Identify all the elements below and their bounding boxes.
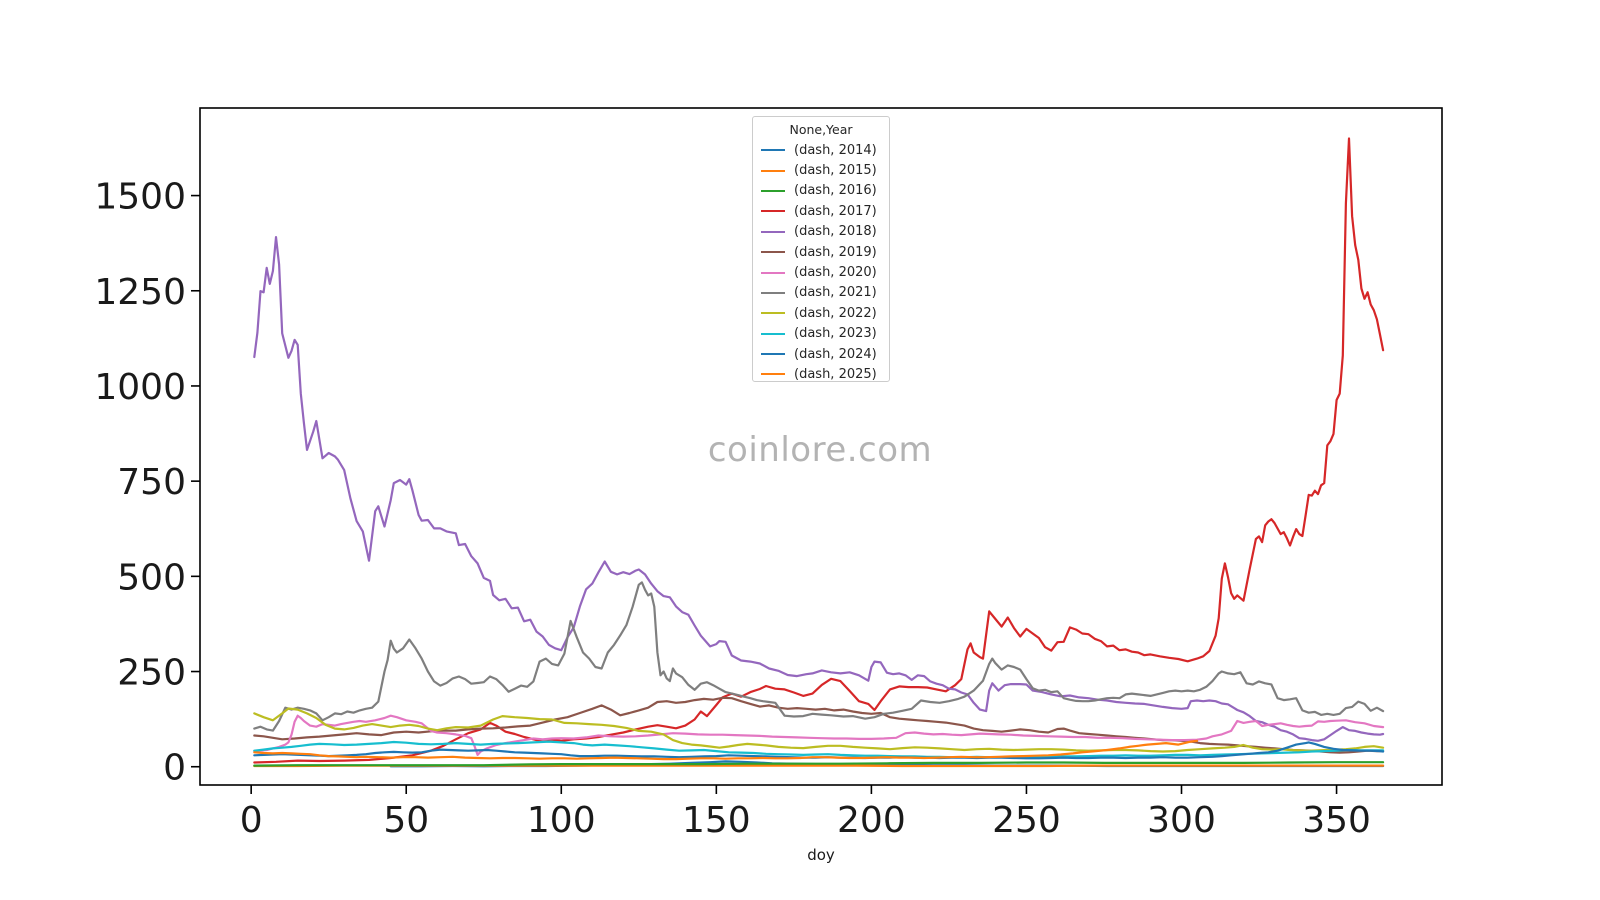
series-line-dash-2020 bbox=[253, 714, 1385, 757]
legend-swatch bbox=[761, 230, 785, 233]
y-tick-label: 500 bbox=[117, 557, 186, 598]
x-tick-label: 50 bbox=[383, 800, 429, 841]
legend-label: (dash, 2019) bbox=[794, 244, 877, 260]
legend-label: (dash, 2014) bbox=[794, 142, 877, 158]
legend-item-dash-2022: (dash, 2022) bbox=[753, 303, 889, 323]
x-tick-label: 150 bbox=[682, 800, 751, 841]
legend-label: (dash, 2020) bbox=[794, 265, 877, 281]
legend-item-dash-2023: (dash, 2023) bbox=[753, 324, 889, 344]
legend-swatch bbox=[761, 312, 785, 315]
series-line-dash-2022 bbox=[253, 707, 1385, 753]
legend-item-dash-2021: (dash, 2021) bbox=[753, 283, 889, 303]
legend-label: (dash, 2021) bbox=[794, 285, 877, 301]
legend-label: (dash, 2023) bbox=[794, 326, 877, 342]
legend-item-dash-2016: (dash, 2016) bbox=[753, 181, 889, 201]
series-line-dash-2023 bbox=[253, 740, 1385, 759]
legend-item-dash-2017: (dash, 2017) bbox=[753, 201, 889, 221]
legend-label: (dash, 2024) bbox=[794, 346, 877, 362]
legend-swatch bbox=[761, 149, 785, 152]
series-line-dash-2021 bbox=[253, 581, 1385, 732]
legend-swatch bbox=[761, 332, 785, 335]
y-tick-label: 250 bbox=[117, 653, 186, 694]
x-tick-label: 250 bbox=[992, 800, 1061, 841]
series-line-dash-2025 bbox=[253, 739, 1199, 761]
legend-label: (dash, 2025) bbox=[794, 366, 877, 382]
legend-swatch bbox=[761, 251, 785, 254]
legend-label: (dash, 2022) bbox=[794, 305, 877, 321]
series-line-dash-2018 bbox=[253, 236, 1385, 742]
series-line-dash-2019 bbox=[253, 696, 1385, 754]
series-line-dash-2017 bbox=[253, 137, 1385, 764]
x-tick-label: 300 bbox=[1147, 800, 1216, 841]
legend-swatch bbox=[761, 210, 785, 213]
watermark: coinlore.com bbox=[707, 430, 933, 470]
legend-swatch bbox=[761, 291, 785, 294]
legend-swatch bbox=[761, 353, 785, 356]
y-tick-label: 1250 bbox=[94, 272, 186, 313]
y-tick-label: 1000 bbox=[94, 367, 186, 408]
legend-item-dash-2024: (dash, 2024) bbox=[753, 344, 889, 364]
legend-item-dash-2014: (dash, 2014) bbox=[753, 140, 889, 160]
legend-item-dash-2025: (dash, 2025) bbox=[753, 364, 889, 384]
x-tick-label: 0 bbox=[240, 800, 263, 841]
y-tick-label: 1500 bbox=[94, 177, 186, 218]
x-tick-label: 100 bbox=[527, 800, 596, 841]
legend-swatch bbox=[761, 271, 785, 274]
x-tick-label: 200 bbox=[837, 800, 906, 841]
legend-item-dash-2015: (dash, 2015) bbox=[753, 160, 889, 180]
y-tick-label: 0 bbox=[163, 748, 186, 789]
legend-label: (dash, 2015) bbox=[794, 163, 877, 179]
legend-item-dash-2018: (dash, 2018) bbox=[753, 222, 889, 242]
legend-swatch bbox=[761, 169, 785, 172]
legend-label: (dash, 2016) bbox=[794, 183, 877, 199]
y-tick-label: 750 bbox=[117, 462, 186, 503]
x-axis-label: doy bbox=[807, 846, 835, 864]
axes-spines bbox=[199, 107, 1443, 786]
legend-item-dash-2019: (dash, 2019) bbox=[753, 242, 889, 262]
legend-swatch bbox=[761, 189, 785, 192]
legend-label: (dash, 2018) bbox=[794, 224, 877, 240]
x-tick-label: 350 bbox=[1302, 800, 1371, 841]
legend-label: (dash, 2017) bbox=[794, 203, 877, 219]
legend-items: (dash, 2014) (dash, 2015) (dash, 2016) (das… bbox=[753, 140, 889, 385]
legend-item-dash-2020: (dash, 2020) bbox=[753, 262, 889, 282]
series-line-dash-2016 bbox=[253, 761, 1385, 767]
legend-title: None,Year bbox=[789, 122, 853, 137]
legend: None,Year (dash, 2014) (dash, 2015) (dash,… bbox=[752, 116, 890, 382]
legend-swatch bbox=[761, 373, 785, 376]
